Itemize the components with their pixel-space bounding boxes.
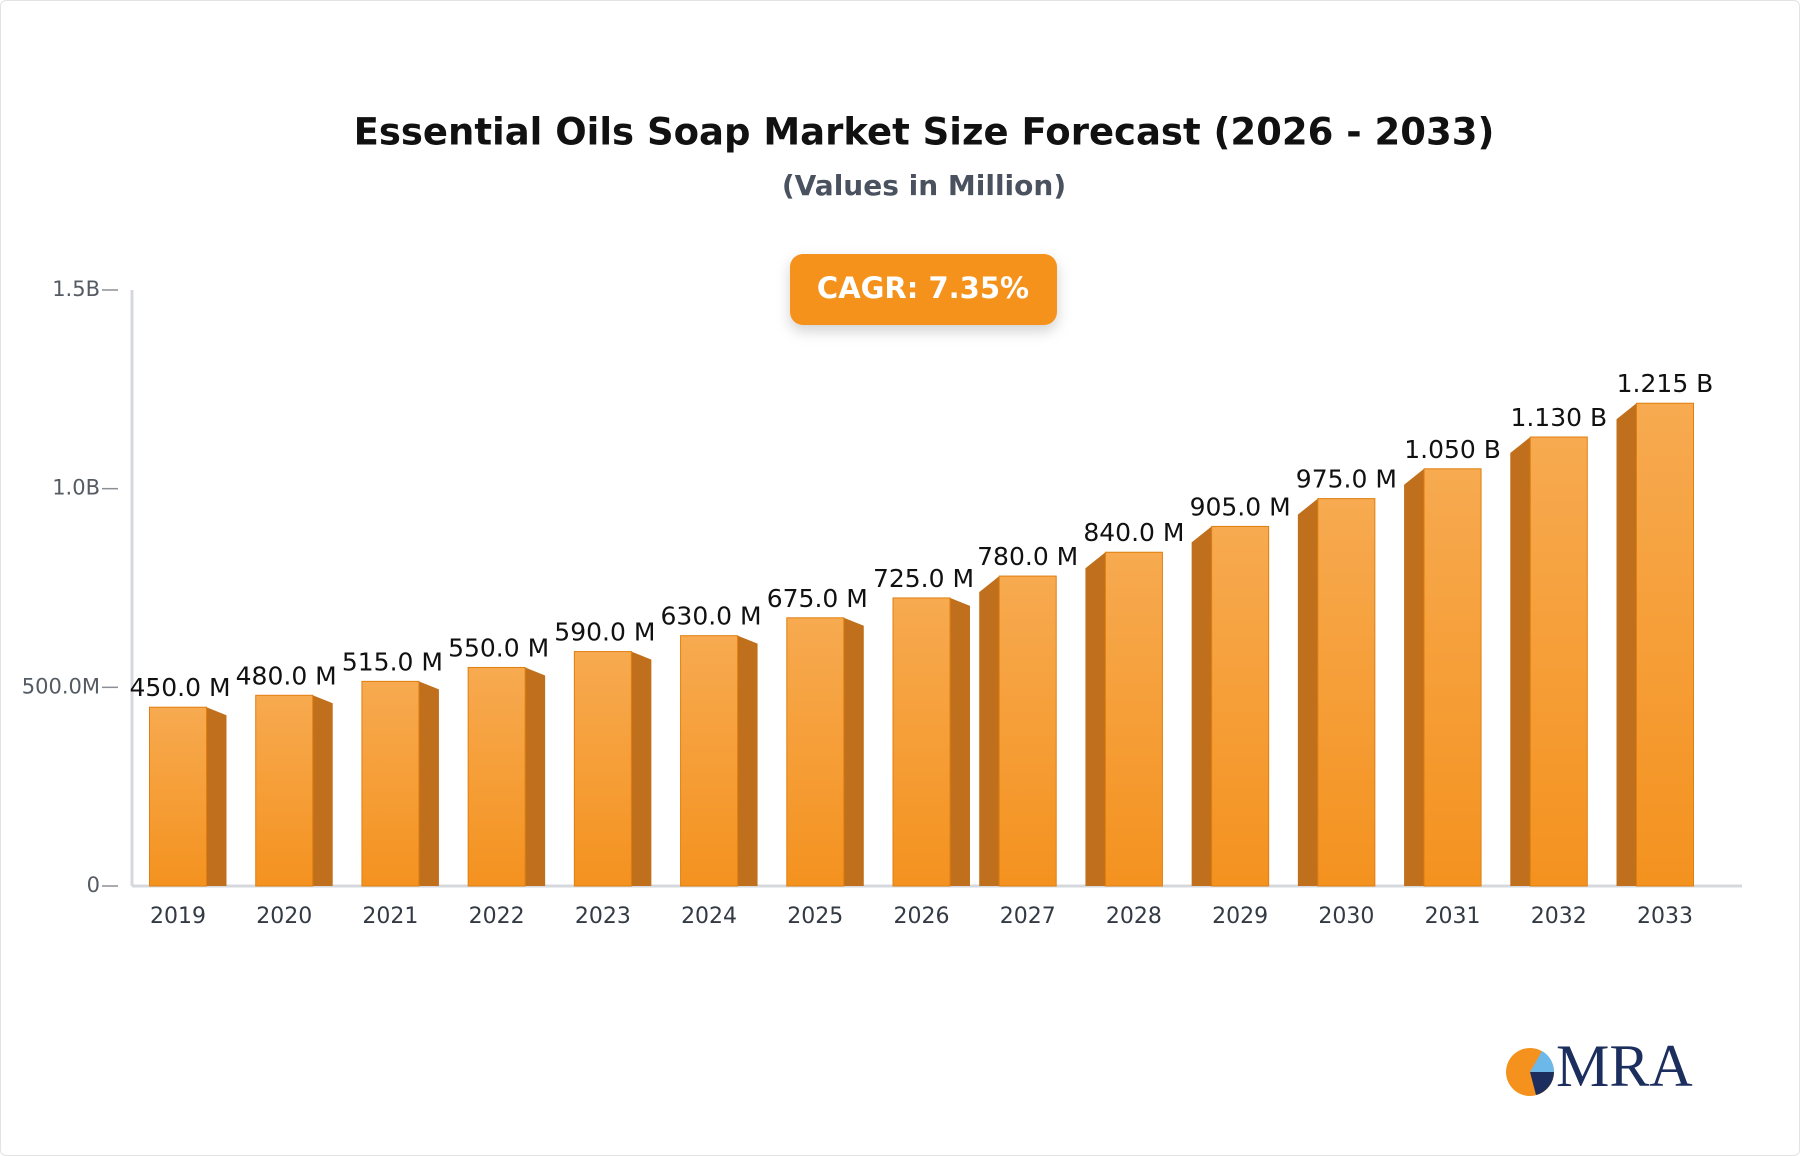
bar-side bbox=[631, 651, 652, 886]
cagr-badge bbox=[790, 254, 1057, 325]
bar-side bbox=[1085, 552, 1106, 886]
value-label: 515.0 M bbox=[342, 647, 443, 676]
bar-side bbox=[206, 707, 227, 886]
value-label: 1.050 B bbox=[1404, 435, 1501, 464]
bar bbox=[1423, 468, 1482, 887]
x-tick-label: 2022 bbox=[469, 904, 525, 929]
value-label: 480.0 M bbox=[236, 661, 337, 690]
value-label: 550.0 M bbox=[448, 633, 549, 662]
logo-text: MRA bbox=[1556, 1033, 1693, 1099]
value-label: 450.0 M bbox=[129, 673, 230, 702]
bar bbox=[1317, 498, 1376, 887]
y-tick-label: 500.0M bbox=[22, 674, 100, 698]
bar-side bbox=[843, 617, 864, 886]
value-label: 590.0 M bbox=[554, 618, 655, 647]
bar-side bbox=[418, 681, 439, 886]
x-tick-label: 2030 bbox=[1318, 904, 1374, 929]
bar-side bbox=[979, 576, 1000, 886]
x-tick-label: 2032 bbox=[1531, 904, 1587, 929]
bar-side bbox=[312, 695, 333, 886]
x-tick-label: 2029 bbox=[1212, 904, 1268, 929]
value-label: 905.0 M bbox=[1190, 492, 1291, 521]
y-tick-label: 1.0B bbox=[52, 476, 100, 500]
bar-side bbox=[1616, 403, 1637, 886]
chart-subtitle: (Values in Million) bbox=[782, 169, 1066, 202]
y-tick-label: 1.5B bbox=[52, 277, 100, 301]
bar bbox=[680, 635, 739, 887]
bar bbox=[1104, 551, 1163, 887]
x-tick-label: 2024 bbox=[681, 904, 737, 929]
bar bbox=[255, 694, 314, 887]
value-label: 780.0 M bbox=[977, 542, 1078, 571]
bar bbox=[998, 575, 1057, 887]
y-tick-label: 0 bbox=[87, 873, 100, 897]
logo: MRA bbox=[1506, 1033, 1693, 1099]
bar-side bbox=[1510, 437, 1531, 886]
bar bbox=[1211, 525, 1270, 887]
x-tick-label: 2026 bbox=[894, 904, 950, 929]
bar bbox=[573, 651, 632, 887]
bar-side bbox=[1191, 526, 1212, 886]
bar bbox=[1636, 402, 1694, 887]
value-label: 975.0 M bbox=[1296, 465, 1397, 494]
bar bbox=[149, 706, 207, 887]
cagr-label: CAGR: 7.35% bbox=[817, 271, 1029, 305]
bar-side bbox=[1404, 468, 1425, 886]
value-label: 1.130 B bbox=[1510, 403, 1607, 432]
chart-title: Essential Oils Soap Market Size Forecast… bbox=[354, 111, 1495, 154]
bar-side bbox=[1297, 498, 1318, 886]
x-tick-label: 2028 bbox=[1106, 904, 1162, 929]
value-label: 1.215 B bbox=[1617, 369, 1714, 398]
bar-side bbox=[950, 597, 970, 886]
value-label: 675.0 M bbox=[767, 584, 868, 613]
x-tick-label: 2025 bbox=[787, 904, 843, 929]
bar bbox=[786, 617, 845, 887]
logo-icon-slice bbox=[1530, 1072, 1554, 1095]
x-tick-label: 2019 bbox=[150, 904, 206, 929]
value-label: 725.0 M bbox=[873, 564, 974, 593]
bar bbox=[361, 680, 420, 887]
x-tick-label: 2031 bbox=[1425, 904, 1481, 929]
bar bbox=[467, 666, 526, 887]
bar-side bbox=[737, 635, 758, 886]
bar bbox=[892, 597, 951, 887]
value-label: 630.0 M bbox=[661, 602, 762, 631]
bar bbox=[1529, 436, 1588, 887]
logo-icon-slice bbox=[1530, 1051, 1555, 1072]
x-tick-label: 2021 bbox=[362, 904, 418, 929]
value-label: 840.0 M bbox=[1083, 518, 1184, 547]
x-tick-label: 2023 bbox=[575, 904, 631, 929]
x-tick-label: 2033 bbox=[1637, 904, 1693, 929]
bar-side bbox=[525, 667, 546, 886]
x-tick-label: 2027 bbox=[1000, 904, 1056, 929]
x-tick-label: 2020 bbox=[256, 904, 312, 929]
